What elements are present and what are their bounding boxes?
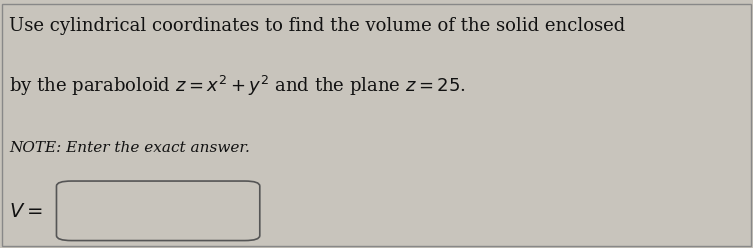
Text: NOTE: Enter the exact answer.: NOTE: Enter the exact answer. [9,141,250,155]
Text: by the paraboloid $z = x^2 + y^2$ and the plane $z = 25$.: by the paraboloid $z = x^2 + y^2$ and th… [9,74,466,98]
FancyBboxPatch shape [56,181,260,241]
Text: $V =$: $V =$ [9,203,43,221]
Text: Use cylindrical coordinates to find the volume of the solid enclosed: Use cylindrical coordinates to find the … [9,17,625,35]
